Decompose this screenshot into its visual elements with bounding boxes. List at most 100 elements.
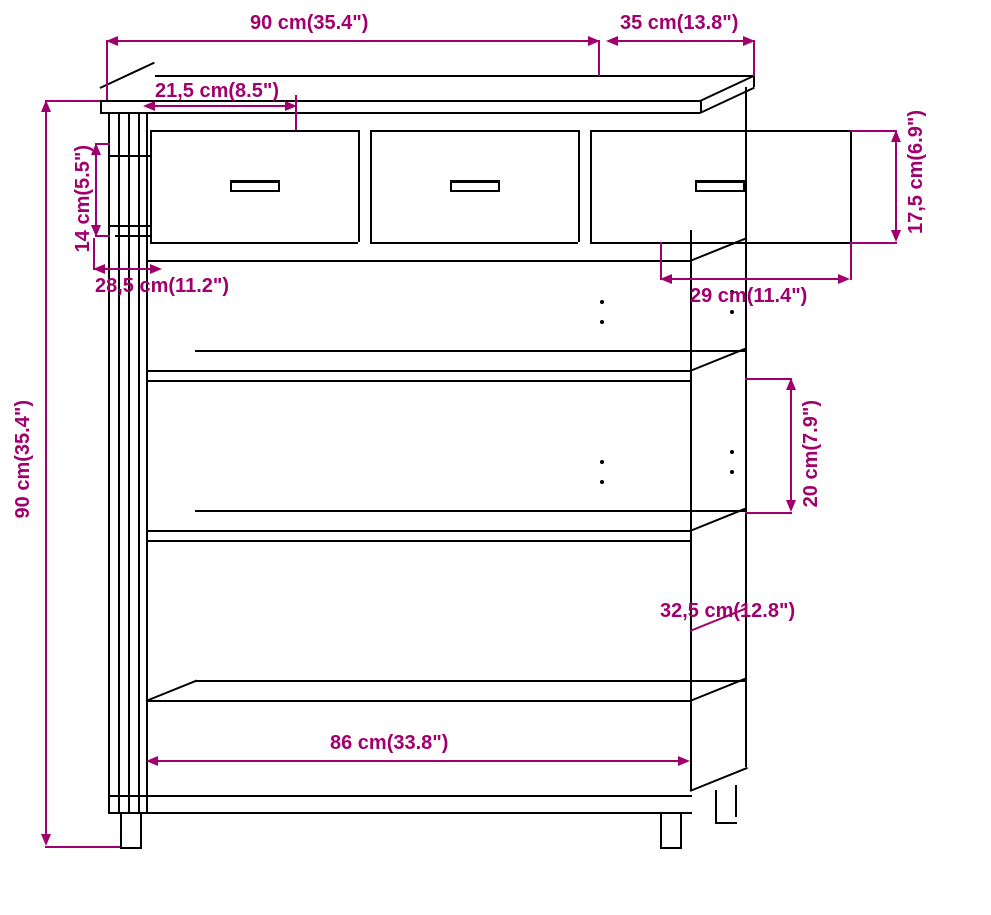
dim-arrow <box>146 756 158 766</box>
dim-arrow <box>606 36 618 46</box>
drawer1-side-bot <box>108 225 150 227</box>
leg-fl-1 <box>120 812 122 847</box>
drawer2-left <box>370 130 372 242</box>
dim-dfw-label: 29 cm(11.4") <box>690 285 807 308</box>
drawer2-handle-top <box>450 180 500 183</box>
leg-br-b <box>715 822 737 824</box>
drawer1-handle-l <box>230 180 232 190</box>
shelf-pin <box>730 450 734 454</box>
dim-drawer-d-line <box>105 268 150 270</box>
drawer1-handle-top <box>230 180 280 183</box>
shelf3-left-diag <box>146 679 198 701</box>
dim-drawer-h-label: 14 cm(5.5") <box>72 145 95 252</box>
dim-drawer-w-label: 21,5 cm(8.5") <box>155 80 279 103</box>
leg-br-1 <box>715 790 717 822</box>
shelf2-back <box>195 510 745 512</box>
drawer1-bottom <box>150 242 358 244</box>
leg-fl-b <box>120 847 142 849</box>
drawer3-bottom <box>590 242 850 244</box>
drawer3-handle-r <box>743 180 745 190</box>
cabinet-top-left-thick <box>100 100 102 112</box>
dim-width-line <box>118 40 588 42</box>
drawer2-handle-bot <box>450 190 500 192</box>
drawer3-left <box>590 130 592 242</box>
cabinet-top-back-edge <box>155 75 755 77</box>
drawer1-handle-bot <box>230 190 280 192</box>
dim-arrow <box>678 756 690 766</box>
shelf-pin <box>730 310 734 314</box>
shelf3-back <box>195 680 745 682</box>
dim-gap-label: 20 cm(7.9") <box>800 400 823 507</box>
dim-dfh-line <box>895 142 897 230</box>
dim-arrow <box>891 230 901 242</box>
dim-depth-label: 35 cm(13.8") <box>620 12 738 35</box>
shelf2-front <box>146 530 692 532</box>
shelf1-back <box>195 350 745 352</box>
cabinet-left-plank3 <box>138 112 140 812</box>
drawer1-top <box>150 130 358 132</box>
dim-arrow <box>150 264 162 274</box>
drawer1-left <box>150 130 152 242</box>
dim-dfh-label: 17,5 cm(6.9") <box>905 110 928 234</box>
shelf-pin <box>730 470 734 474</box>
dim-ext <box>850 242 897 244</box>
dim-height-label: 90 cm(35.4") <box>12 400 35 518</box>
drawer3-handle-l <box>695 180 697 190</box>
dim-arrow <box>786 500 796 512</box>
leg-fr-b <box>660 847 682 849</box>
dim-ext <box>93 238 95 270</box>
drawer2-bottom <box>370 242 578 244</box>
drawer1-right <box>358 130 360 242</box>
dim-ext <box>598 40 600 76</box>
dim-ext <box>660 242 662 280</box>
shelf3-front <box>146 700 692 702</box>
shelf-pin <box>600 460 604 464</box>
shelf-pin <box>600 320 604 324</box>
dim-arrow <box>41 834 51 846</box>
cabinet-bottom-right-diag <box>690 767 748 792</box>
cabinet-bottom-front <box>108 812 692 814</box>
dim-width-label: 90 cm(35.4") <box>250 12 368 35</box>
dim-arrow <box>143 101 155 111</box>
dim-ext <box>45 846 120 848</box>
dim-ext <box>295 95 297 130</box>
shelf-pin <box>600 300 604 304</box>
cabinet-right-back <box>745 87 747 767</box>
dim-ext <box>95 235 110 237</box>
dim-arrow <box>838 274 850 284</box>
dim-ext <box>745 378 792 380</box>
cabinet-top-back-right-thick <box>753 75 755 87</box>
dim-sw-label: 86 cm(33.8") <box>330 732 448 755</box>
cabinet-left-inner <box>146 112 148 812</box>
cabinet-left-front <box>108 112 110 812</box>
drawer1-side-top <box>108 155 150 157</box>
cabinet-bottom-front-top <box>108 795 692 797</box>
shelf1-front-bot <box>146 380 692 382</box>
leg-fl-2 <box>140 812 142 847</box>
drawer1-handle-r <box>278 180 280 190</box>
cabinet-left-plank1 <box>118 112 120 812</box>
dim-height-line <box>45 112 47 834</box>
drawer2-handle-r <box>498 180 500 190</box>
dim-depth-line <box>618 40 743 42</box>
leg-br-2 <box>735 785 737 817</box>
drawer2-right <box>578 130 580 242</box>
drawer3-handle-top <box>695 180 745 183</box>
dim-drawer-h-line <box>95 155 97 225</box>
dim-ext <box>106 40 108 100</box>
dim-ext <box>850 130 897 132</box>
shelf-pin <box>600 480 604 484</box>
drawer2-handle-l <box>450 180 452 190</box>
dim-ext <box>753 40 755 76</box>
drawer1-side-base <box>115 235 150 237</box>
dim-sw-line <box>158 760 678 762</box>
technical-drawing: 90 cm(35.4") 35 cm(13.8") 21,5 cm(8.5") … <box>0 0 991 915</box>
leg-fr-1 <box>660 812 662 847</box>
dim-sd-label: 32,5 cm(12.8") <box>660 600 795 623</box>
drawer-shelf-front <box>146 260 692 262</box>
cabinet-left-plank2 <box>128 112 130 812</box>
dim-drawer-d-label: 28,5 cm(11.2") <box>95 275 229 298</box>
drawer3-handle-bot <box>695 190 745 192</box>
dim-ext <box>850 242 852 280</box>
dim-dfw-line <box>672 278 838 280</box>
